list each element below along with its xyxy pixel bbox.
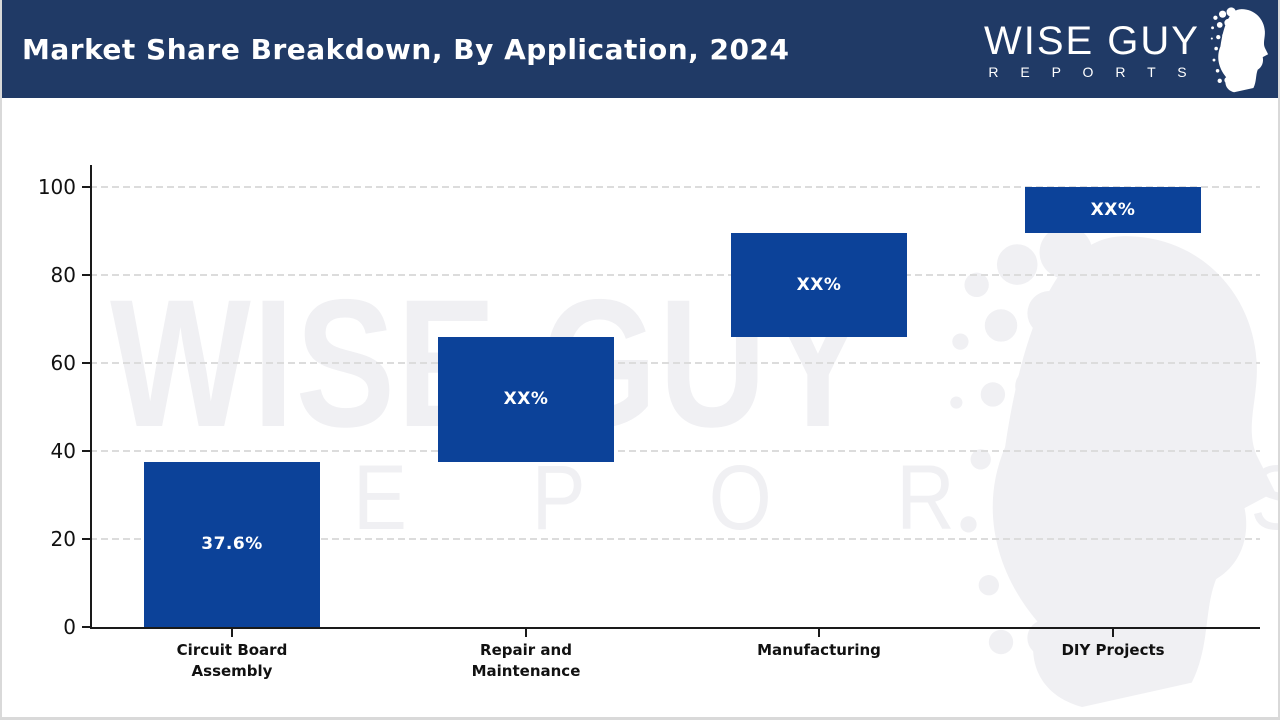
y-axis-tick-label: 80	[50, 263, 76, 287]
y-axis-tick-label: 100	[37, 175, 76, 199]
bar-value-label: 37.6%	[201, 534, 263, 555]
x-axis-tick	[1112, 629, 1114, 637]
category-label-line: Maintenance	[471, 662, 581, 680]
bar-repair-and-maintenance: XX%	[438, 336, 614, 462]
y-axis-tick	[82, 362, 90, 364]
category-label: DIY Projects	[1003, 640, 1223, 661]
logo: WISE GUY R E P O R T S	[984, 6, 1274, 94]
bar-circuit-board-assembly: 37.6%	[144, 461, 320, 627]
y-axis-tick	[82, 626, 90, 628]
x-axis-tick	[231, 629, 233, 637]
bar-diy-projects: XX%	[1025, 187, 1201, 234]
gridline	[90, 538, 1260, 540]
y-axis-tick	[82, 538, 90, 540]
category-label-line: Circuit Board	[176, 641, 288, 659]
watermark-head-icon	[950, 226, 1275, 707]
x-axis-tick	[818, 629, 820, 637]
y-axis-tick	[82, 186, 90, 188]
logo-reports-label: R E P O R T S	[988, 63, 1196, 80]
category-label: Manufacturing	[709, 640, 929, 661]
category-label-line: Manufacturing	[757, 641, 881, 659]
gridline	[90, 186, 1260, 188]
category-label-line: DIY Projects	[1061, 641, 1165, 659]
y-axis-tick-label: 60	[50, 351, 76, 375]
page-title: Market Share Breakdown, By Application, …	[22, 32, 790, 66]
logo-text: WISE GUY R E P O R T S	[984, 21, 1200, 80]
logo-head-icon	[1210, 7, 1269, 93]
gridline	[90, 450, 1260, 452]
y-axis-tick-label: 40	[50, 439, 76, 463]
category-label-line: Repair and	[480, 641, 572, 659]
y-axis-line	[90, 165, 92, 629]
header: Market Share Breakdown, By Application, …	[2, 0, 1278, 98]
bar-value-label: XX%	[503, 389, 549, 410]
x-axis-tick	[525, 629, 527, 637]
y-axis-tick	[82, 274, 90, 276]
category-label-line: Assembly	[191, 662, 273, 680]
y-axis-tick	[82, 450, 90, 452]
category-label: Repair and Maintenance	[416, 640, 636, 682]
bar-value-label: XX%	[1090, 200, 1136, 221]
y-axis-tick-label: 0	[63, 615, 76, 639]
category-label: Circuit Board Assembly	[122, 640, 342, 682]
gridline	[90, 274, 1260, 276]
logo-wiseguy-label: WISE GUY	[983, 18, 1200, 63]
bar-manufacturing: XX%	[731, 233, 907, 337]
bar-value-label: XX%	[796, 274, 842, 295]
x-axis-line	[90, 627, 1260, 629]
gridline	[90, 362, 1260, 364]
y-axis-tick-label: 20	[50, 527, 76, 551]
